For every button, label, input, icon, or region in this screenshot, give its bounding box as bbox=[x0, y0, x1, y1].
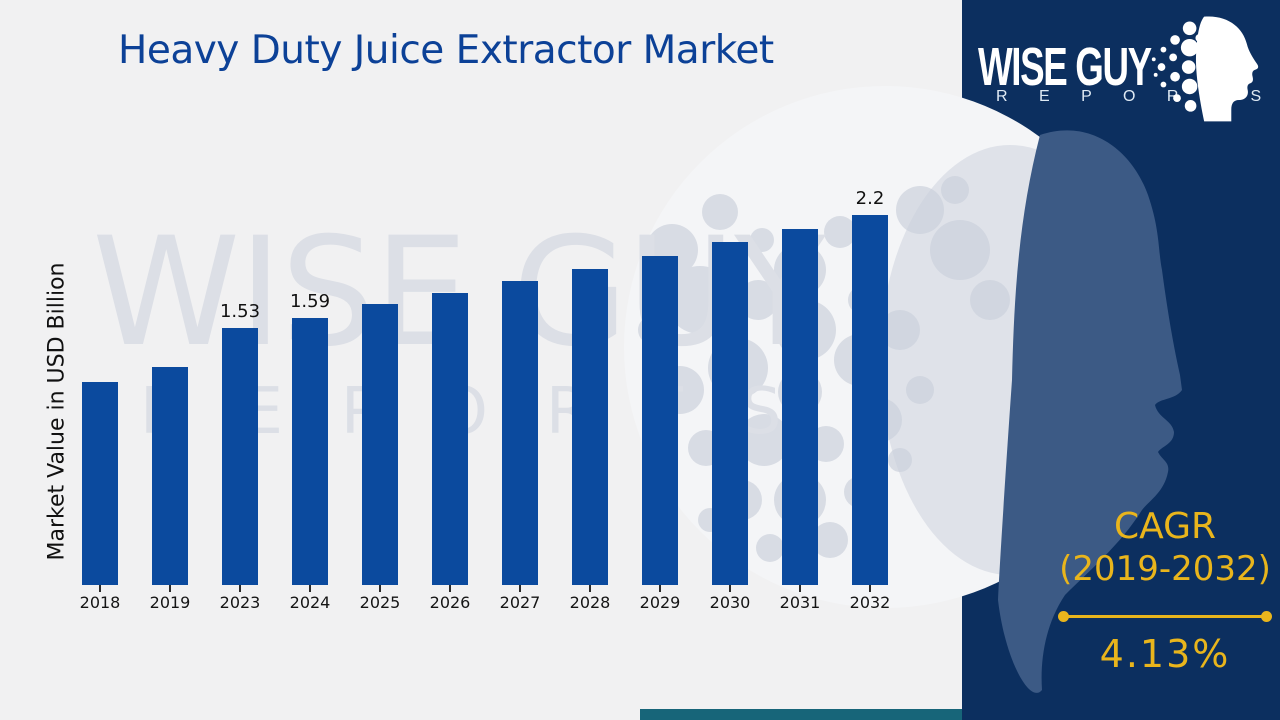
x-tick-label-2019: 2019 bbox=[149, 593, 191, 612]
teal-accent-bar bbox=[640, 709, 962, 720]
x-tick-label-2025: 2025 bbox=[359, 593, 401, 612]
x-tick-label-2027: 2027 bbox=[499, 593, 541, 612]
axis-tick-2025 bbox=[379, 585, 381, 592]
cagr-range: (2019-2032) bbox=[1059, 549, 1271, 590]
cagr-label: CAGR bbox=[1113, 506, 1217, 547]
logo-face-icon bbox=[1151, 16, 1259, 122]
x-tick-label-2029: 2029 bbox=[639, 593, 681, 612]
x-tick-label-2018: 2018 bbox=[79, 593, 121, 612]
axis-tick-2029 bbox=[659, 585, 661, 592]
axis-tick-2030 bbox=[729, 585, 731, 592]
axis-tick-2027 bbox=[519, 585, 521, 592]
cagr-value: 4.13% bbox=[1099, 631, 1231, 676]
x-tick-label-2024: 2024 bbox=[289, 593, 331, 612]
x-tick-label-2023: 2023 bbox=[219, 593, 261, 612]
axis-tick-2019 bbox=[169, 585, 171, 592]
cagr-block: CAGR (2019-2032) 4.13% bbox=[1058, 505, 1272, 676]
y-axis-label: Market Value in USD Billion bbox=[44, 262, 70, 561]
x-tick-label-2026: 2026 bbox=[429, 593, 471, 612]
logo-wordmark: WISE GUY bbox=[978, 37, 1152, 97]
logo-subtext: R E P O R T S bbox=[996, 88, 1275, 105]
axis-tick-2023 bbox=[239, 585, 241, 592]
cagr-underline bbox=[1058, 610, 1272, 622]
axis-tick-2028 bbox=[589, 585, 591, 592]
x-tick-label-2028: 2028 bbox=[569, 593, 611, 612]
watermark-subtext: REPORTS bbox=[140, 375, 840, 449]
page-title: Heavy Duty Juice Extractor Market bbox=[118, 28, 774, 73]
x-tick-label-2030: 2030 bbox=[709, 593, 751, 612]
axis-tick-2024 bbox=[309, 585, 311, 592]
watermark-wordmark: WISE GUY bbox=[92, 206, 826, 380]
bar-2018 bbox=[82, 382, 118, 585]
axis-tick-2018 bbox=[99, 585, 101, 592]
axis-tick-2026 bbox=[449, 585, 451, 592]
